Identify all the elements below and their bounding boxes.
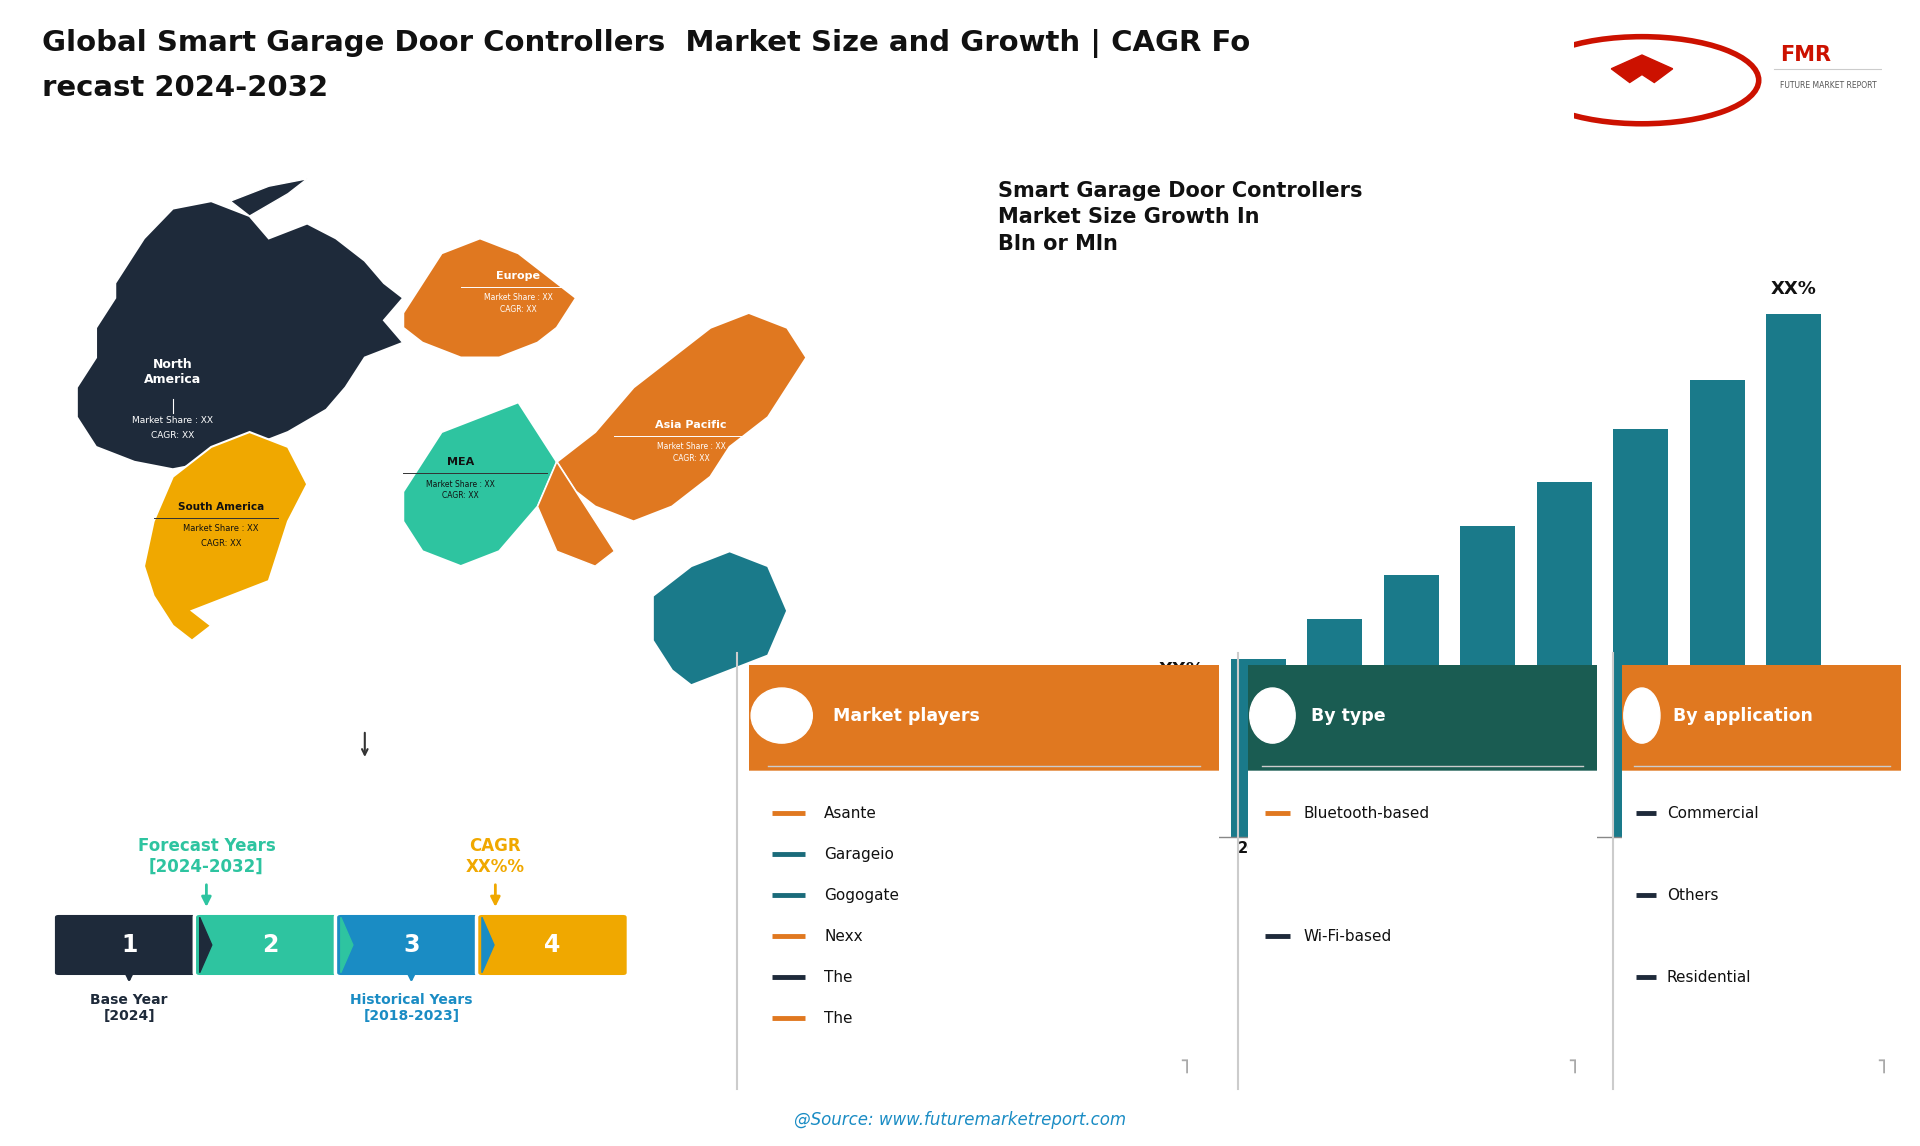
Text: Market players: Market players bbox=[833, 707, 981, 724]
FancyBboxPatch shape bbox=[194, 913, 346, 976]
Text: The: The bbox=[824, 970, 852, 984]
Bar bbox=[1690, 380, 1745, 837]
Text: Nexx: Nexx bbox=[824, 928, 862, 943]
Bar bbox=[1154, 694, 1210, 837]
Text: CAGR
XX%%: CAGR XX%% bbox=[467, 838, 524, 877]
Text: Forecast Years
[2024-2032]: Forecast Years [2024-2032] bbox=[138, 838, 275, 877]
Text: recast 2024-2032: recast 2024-2032 bbox=[42, 74, 328, 102]
Bar bbox=[1231, 659, 1286, 837]
Bar bbox=[1461, 526, 1515, 837]
Polygon shape bbox=[403, 238, 576, 358]
Text: MEA: MEA bbox=[447, 457, 474, 466]
Bar bbox=[1766, 314, 1822, 837]
Circle shape bbox=[751, 688, 812, 743]
Circle shape bbox=[1250, 688, 1296, 743]
Text: Market Share : XX: Market Share : XX bbox=[426, 480, 495, 488]
Text: Market Share : XX: Market Share : XX bbox=[484, 293, 553, 303]
Bar bbox=[1308, 620, 1361, 837]
Polygon shape bbox=[482, 917, 493, 973]
Bar bbox=[1613, 429, 1668, 837]
Text: 1: 1 bbox=[121, 933, 138, 957]
Polygon shape bbox=[538, 462, 614, 566]
Text: South America: South America bbox=[179, 502, 263, 511]
Text: 3: 3 bbox=[403, 933, 420, 957]
Text: Asante: Asante bbox=[824, 806, 877, 821]
Text: Base Year
[2024]: Base Year [2024] bbox=[90, 992, 167, 1023]
Circle shape bbox=[1624, 688, 1661, 743]
Bar bbox=[1077, 725, 1133, 837]
Text: Market Share : XX: Market Share : XX bbox=[182, 525, 259, 533]
FancyBboxPatch shape bbox=[735, 660, 1233, 770]
Text: @Source: www.futuremarketreport.com: @Source: www.futuremarketreport.com bbox=[795, 1110, 1125, 1129]
Text: FMR: FMR bbox=[1780, 45, 1832, 65]
FancyBboxPatch shape bbox=[1615, 660, 1908, 770]
Text: Wi-Fi-based: Wi-Fi-based bbox=[1304, 928, 1392, 943]
Text: By type: By type bbox=[1311, 707, 1386, 724]
Polygon shape bbox=[230, 179, 307, 215]
Text: 4: 4 bbox=[543, 933, 561, 957]
Polygon shape bbox=[200, 917, 211, 973]
Text: CAGR: XX: CAGR: XX bbox=[152, 431, 194, 440]
Text: Others: Others bbox=[1667, 887, 1718, 903]
Text: ⌐: ⌐ bbox=[1171, 1058, 1192, 1077]
Text: Global Smart Garage Door Controllers  Market Size and Growth | CAGR Fo: Global Smart Garage Door Controllers Mar… bbox=[42, 29, 1250, 57]
Text: ⌐: ⌐ bbox=[1868, 1058, 1889, 1077]
Text: The: The bbox=[824, 1011, 852, 1026]
Text: By application: By application bbox=[1672, 707, 1812, 724]
Polygon shape bbox=[144, 432, 307, 641]
Text: Bluetooth-based: Bluetooth-based bbox=[1304, 806, 1430, 821]
Text: FUTURE MARKET REPORT: FUTURE MARKET REPORT bbox=[1780, 81, 1878, 91]
Polygon shape bbox=[557, 313, 806, 521]
Text: CAGR: XX: CAGR: XX bbox=[672, 454, 710, 463]
Text: CAGR: XX: CAGR: XX bbox=[499, 305, 538, 314]
Text: XX%: XX% bbox=[1770, 280, 1816, 298]
FancyBboxPatch shape bbox=[1620, 665, 1903, 1093]
FancyBboxPatch shape bbox=[1244, 665, 1601, 1093]
Text: CAGR: XX: CAGR: XX bbox=[442, 490, 480, 500]
Text: XX%: XX% bbox=[1158, 661, 1204, 680]
Text: Historical Years
[2018-2023]: Historical Years [2018-2023] bbox=[349, 992, 472, 1023]
Polygon shape bbox=[1611, 55, 1672, 83]
Bar bbox=[1536, 482, 1592, 837]
FancyBboxPatch shape bbox=[476, 913, 628, 976]
Text: Asia Pacific: Asia Pacific bbox=[655, 419, 728, 430]
Bar bbox=[1000, 756, 1056, 837]
Text: Commercial: Commercial bbox=[1667, 806, 1759, 821]
Text: Gogogate: Gogogate bbox=[824, 887, 899, 903]
Polygon shape bbox=[653, 551, 787, 685]
FancyBboxPatch shape bbox=[54, 913, 205, 976]
Text: 2: 2 bbox=[261, 933, 278, 957]
Text: North
America: North America bbox=[144, 359, 202, 386]
Text: CAGR: XX: CAGR: XX bbox=[200, 540, 242, 548]
Polygon shape bbox=[403, 402, 557, 566]
Text: Market Share : XX: Market Share : XX bbox=[657, 442, 726, 452]
Text: Market Share : XX: Market Share : XX bbox=[132, 416, 213, 425]
Polygon shape bbox=[77, 202, 403, 470]
FancyBboxPatch shape bbox=[336, 913, 488, 976]
Text: Garageio: Garageio bbox=[824, 847, 895, 862]
Text: Smart Garage Door Controllers
Market Size Growth In
Bln or Mln: Smart Garage Door Controllers Market Siz… bbox=[998, 181, 1363, 253]
Text: ⌐: ⌐ bbox=[1559, 1058, 1580, 1077]
Text: Residential: Residential bbox=[1667, 970, 1751, 984]
Polygon shape bbox=[342, 917, 353, 973]
Bar bbox=[1384, 575, 1438, 837]
FancyBboxPatch shape bbox=[1238, 660, 1607, 770]
Text: Europe: Europe bbox=[497, 270, 540, 281]
FancyBboxPatch shape bbox=[745, 665, 1223, 1093]
